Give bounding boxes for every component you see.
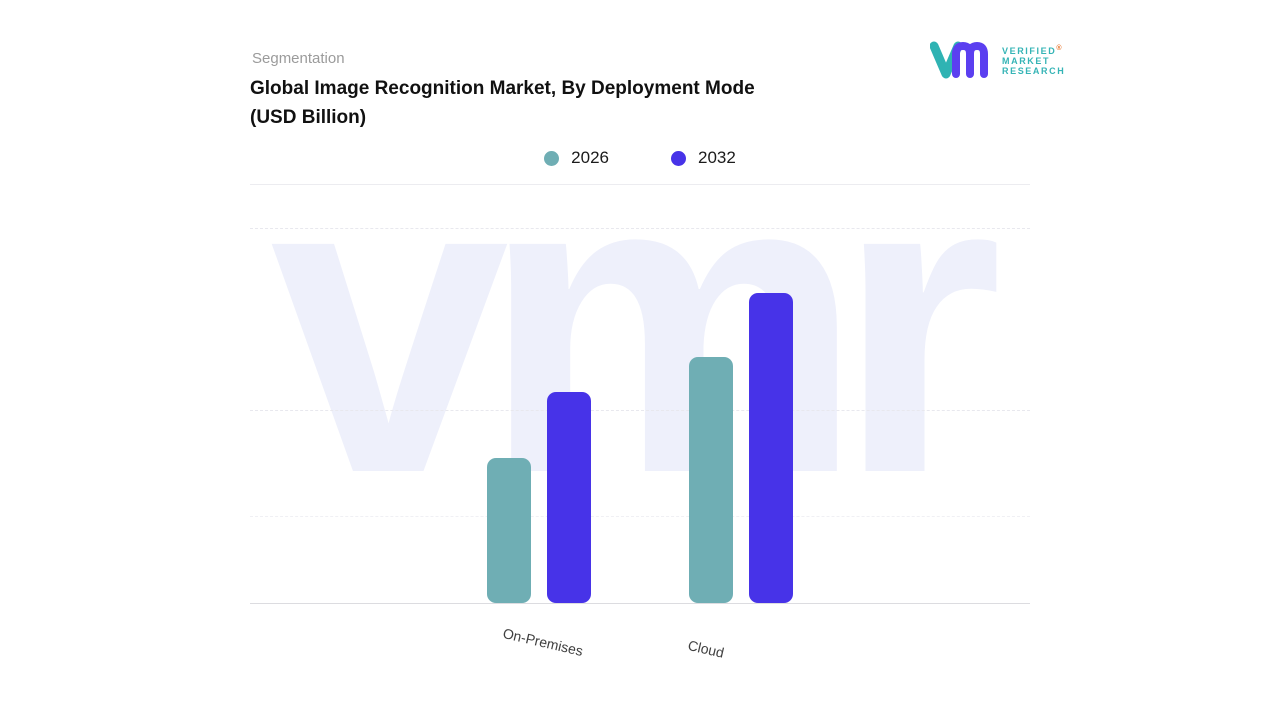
gridline <box>250 516 1030 517</box>
logo-line-research: RESEARCH <box>1002 66 1066 76</box>
gridline <box>250 228 1030 229</box>
chart-legend: 2026 2032 <box>250 148 1030 168</box>
vmr-logo-text: VERIFIED® MARKET RESEARCH <box>1002 44 1065 76</box>
chart-title-line2: (USD Billion) <box>250 107 367 128</box>
legend-label-2032: 2032 <box>698 148 736 167</box>
chart-title: Global Image Recognition Market, By Depl… <box>250 74 870 132</box>
legend-divider <box>250 184 1030 185</box>
legend-dot-2026 <box>544 150 560 166</box>
chart-title-line1: Global Image Recognition Market, By Depl… <box>250 78 755 99</box>
logo-line-verified: VERIFIED® <box>1002 45 1064 56</box>
bar-chart-plot-area: vmr <box>250 108 1030 604</box>
vmr-logo-mark <box>930 41 988 79</box>
x-axis-label-cloud: Cloud <box>686 637 726 661</box>
registered-mark-icon: ® <box>1056 45 1064 52</box>
legend-item-2026[interactable]: 2026 <box>544 148 609 168</box>
bar-on-premises-2026[interactable] <box>487 458 531 603</box>
legend-item-2032[interactable]: 2032 <box>671 148 736 168</box>
vmr-watermark: vmr <box>270 83 1003 563</box>
bar-cloud-2026[interactable] <box>689 356 733 603</box>
legend-dot-2032 <box>671 150 686 166</box>
x-axis-label-on-premises: On-Premises <box>501 625 585 659</box>
eyebrow-label: Segmentation <box>252 50 345 67</box>
bar-on-premises-2032[interactable] <box>547 392 591 603</box>
vmr-logo: VERIFIED® MARKET RESEARCH <box>930 38 1065 82</box>
gridline <box>250 410 1030 411</box>
bar-cloud-2032[interactable] <box>749 292 793 603</box>
logo-line-market: MARKET <box>1002 56 1051 66</box>
legend-label-2026: 2026 <box>571 148 609 167</box>
